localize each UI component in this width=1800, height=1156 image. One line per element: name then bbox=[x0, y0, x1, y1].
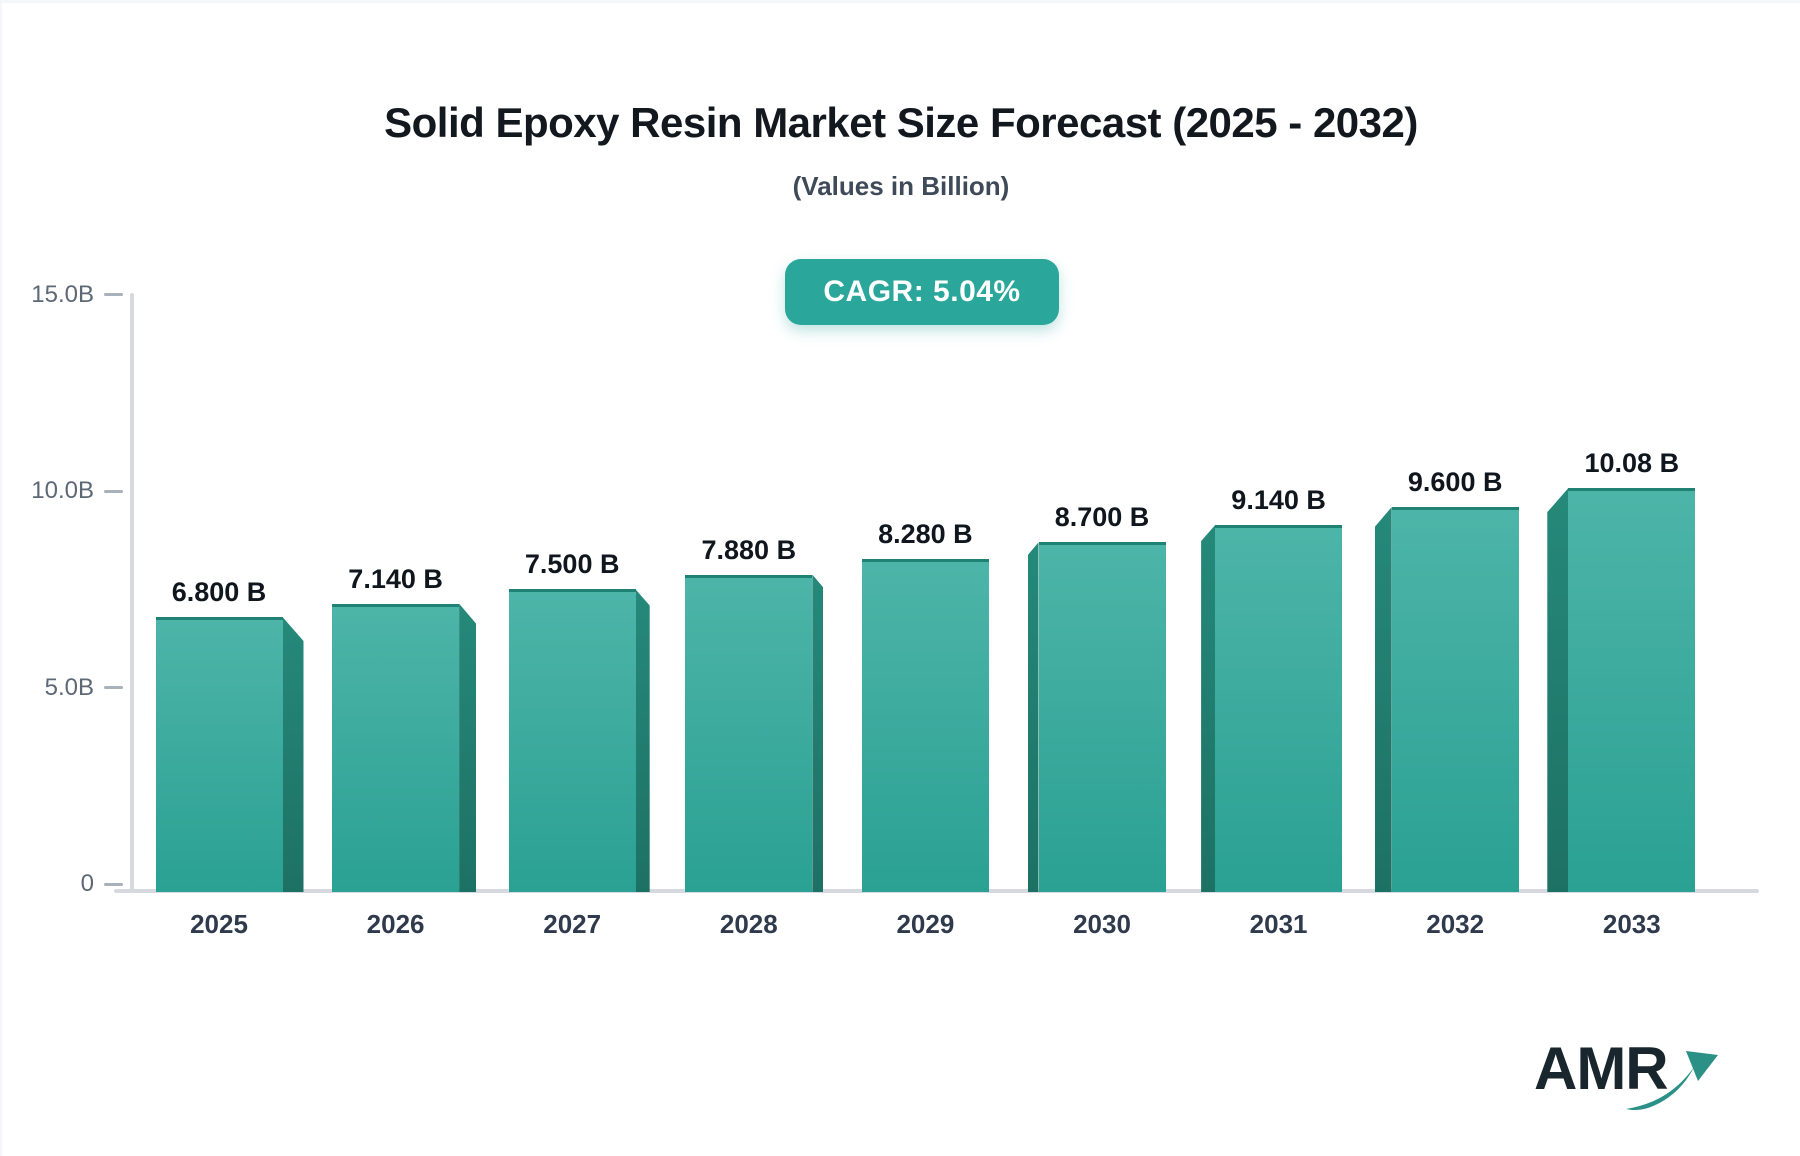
y-axis-tick bbox=[104, 293, 123, 297]
bar-side-face bbox=[459, 603, 477, 892]
bar-side-face bbox=[1374, 507, 1392, 892]
y-axis-tick bbox=[104, 686, 123, 690]
bar-value-label: 9.600 B bbox=[1407, 467, 1503, 497]
x-axis-label: 2032 bbox=[1426, 909, 1485, 939]
y-axis-line bbox=[130, 293, 134, 893]
bar-value-label: 7.500 B bbox=[524, 549, 620, 580]
bar-side-face bbox=[635, 589, 650, 892]
bar-2033[interactable] bbox=[1568, 488, 1696, 892]
x-axis-label: 2027 bbox=[543, 909, 602, 939]
y-axis-tick-label: 10.0B bbox=[31, 477, 94, 505]
bar-2032[interactable] bbox=[1391, 507, 1519, 892]
x-axis-label: 2026 bbox=[366, 909, 425, 939]
bar-2028[interactable] bbox=[685, 574, 813, 892]
x-axis-label: 2033 bbox=[1602, 909, 1661, 939]
bar-2027[interactable] bbox=[508, 589, 636, 892]
bar-2030[interactable] bbox=[1038, 542, 1166, 892]
y-axis-tick bbox=[104, 882, 123, 886]
x-axis-label: 2025 bbox=[190, 909, 248, 939]
bar-side-face bbox=[812, 574, 824, 892]
y-axis-tick-label: 0 bbox=[80, 870, 94, 897]
bar-value-label: 7.140 B bbox=[348, 563, 443, 594]
bar-value-label: 9.140 B bbox=[1231, 485, 1326, 516]
growth-arrow-icon bbox=[1626, 1051, 1718, 1111]
cagr-badge: CAGR: 5.04% bbox=[785, 259, 1059, 325]
bar-side-face bbox=[282, 616, 304, 892]
bar-value-label: 7.880 B bbox=[701, 534, 797, 565]
amr-logo: AMR bbox=[1534, 1039, 1734, 1129]
bar-value-label: 10.08 B bbox=[1584, 448, 1680, 479]
x-axis-label: 2029 bbox=[896, 909, 955, 939]
bar-side-face bbox=[1547, 488, 1569, 892]
x-axis-label: 2031 bbox=[1249, 909, 1308, 939]
bar-value-label: 8.700 B bbox=[1054, 502, 1150, 533]
bar-side-face bbox=[1201, 525, 1216, 892]
x-axis-label: 2030 bbox=[1073, 909, 1131, 939]
y-axis-tick-label: 5.0B bbox=[44, 673, 94, 701]
y-axis-tick-label: 15.0B bbox=[31, 280, 94, 308]
bar-2031[interactable] bbox=[1215, 525, 1343, 892]
chart-title: Solid Epoxy Resin Market Size Forecast (… bbox=[384, 99, 1418, 146]
bar-value-label: 8.280 B bbox=[878, 518, 973, 549]
bar-2025[interactable] bbox=[155, 616, 283, 892]
bar-2026[interactable] bbox=[332, 603, 460, 892]
chart-subtitle: (Values in Billion) bbox=[792, 171, 1010, 201]
x-axis-label: 2028 bbox=[719, 909, 778, 939]
bar-2029[interactable] bbox=[861, 558, 989, 892]
y-axis-tick bbox=[104, 489, 123, 493]
bar-side-face bbox=[1027, 542, 1039, 892]
amr-logo-text: AMR bbox=[1534, 1035, 1669, 1102]
bar-value-label: 6.800 B bbox=[171, 576, 267, 607]
